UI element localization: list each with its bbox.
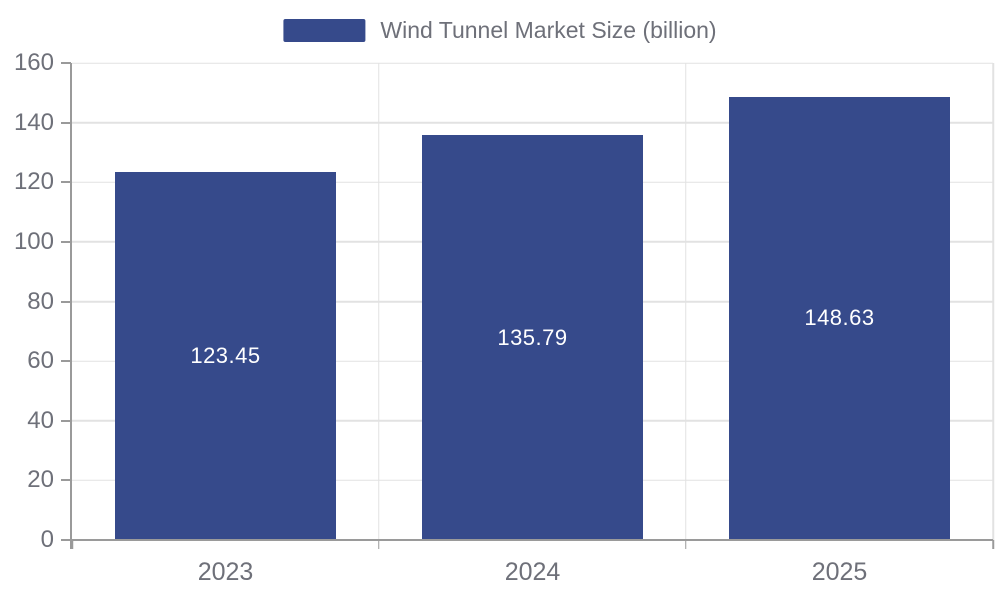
y-axis-labels: 0 20 40 60 80 100 120 140 160 <box>0 51 54 552</box>
y-tick-100 <box>61 240 71 243</box>
x-category-label-2023: 2023 <box>197 558 254 586</box>
h-gridline-160 <box>72 62 993 64</box>
y-tick-80 <box>61 300 71 303</box>
x-category-label-2025: 2025 <box>811 558 868 586</box>
y-tick-label-0: 0 <box>40 526 54 553</box>
y-tick-40 <box>61 419 71 422</box>
x-axis-line <box>62 539 993 541</box>
v-gridline-2 <box>685 63 687 540</box>
bar-2024[interactable]: 135.79 <box>421 135 643 540</box>
x-tick-3 <box>992 540 994 549</box>
y-tick-label-60: 60 <box>27 347 54 375</box>
legend[interactable]: Wind Tunnel Market Size (billion) <box>283 17 717 44</box>
y-tick-label-140: 140 <box>13 108 54 136</box>
y-tick-label-80: 80 <box>27 287 54 315</box>
y-tick-20 <box>61 479 71 482</box>
y-tick-60 <box>61 360 71 363</box>
y-tick-120 <box>61 181 71 184</box>
bar-2025[interactable]: 148.63 <box>728 96 950 540</box>
bar-value-label-2023: 123.45 <box>190 342 261 368</box>
y-tick-160 <box>61 62 71 64</box>
y-tick-label-40: 40 <box>27 406 54 434</box>
y-tick-label-120: 120 <box>13 168 54 196</box>
legend-swatch <box>283 19 366 42</box>
y-tick-label-20: 20 <box>27 466 54 494</box>
x-category-label-2024: 2024 <box>504 558 561 586</box>
x-tick-1 <box>378 540 380 549</box>
bar-value-label-2025: 148.63 <box>804 305 875 331</box>
x-tick-2 <box>685 540 687 549</box>
x-axis-labels: 2023 2024 2025 <box>72 556 993 588</box>
y-tick-label-160: 160 <box>13 49 54 76</box>
v-gridline-1 <box>378 63 380 540</box>
x-axis-ticks <box>71 540 994 549</box>
y-axis-line <box>70 63 72 549</box>
y-tick-label-100: 100 <box>13 227 54 255</box>
h-gridline-140 <box>72 121 993 124</box>
x-tick-0 <box>71 540 73 549</box>
y-tick-140 <box>61 121 71 124</box>
bar-value-label-2024: 135.79 <box>497 324 568 350</box>
legend-label: Wind Tunnel Market Size (billion) <box>380 17 717 43</box>
bar-2023[interactable]: 123.45 <box>114 171 336 540</box>
v-gridline-3 <box>992 63 994 540</box>
plot-area: 123.45 135.79 148.63 <box>72 62 994 540</box>
